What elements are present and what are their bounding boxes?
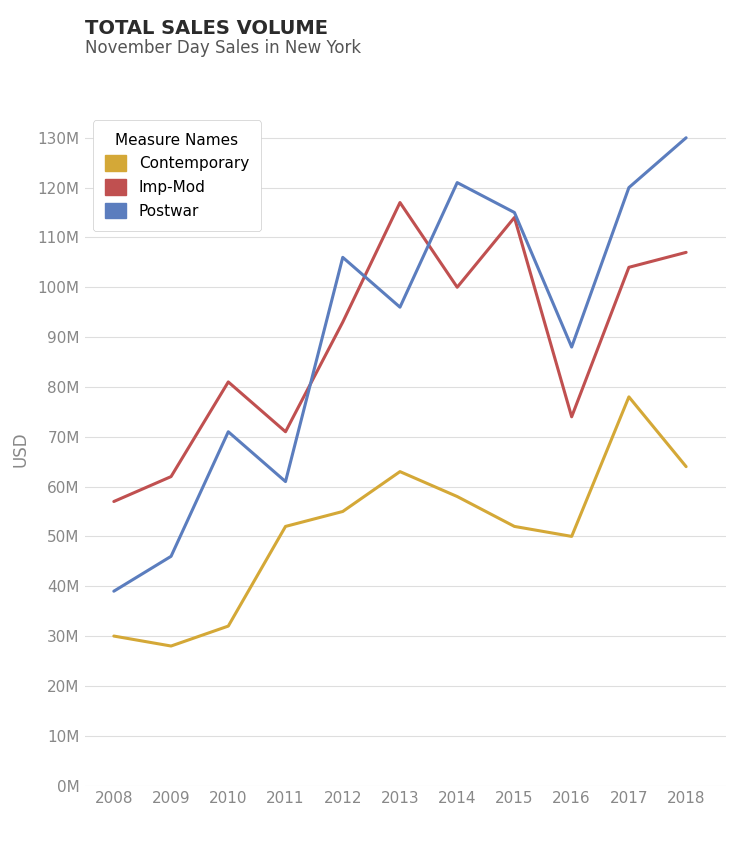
Text: TOTAL SALES VOLUME: TOTAL SALES VOLUME [85, 19, 328, 38]
Legend: Contemporary, Imp-Mod, Postwar: Contemporary, Imp-Mod, Postwar [93, 121, 261, 231]
Text: November Day Sales in New York: November Day Sales in New York [85, 39, 362, 57]
Y-axis label: USD: USD [11, 431, 29, 467]
